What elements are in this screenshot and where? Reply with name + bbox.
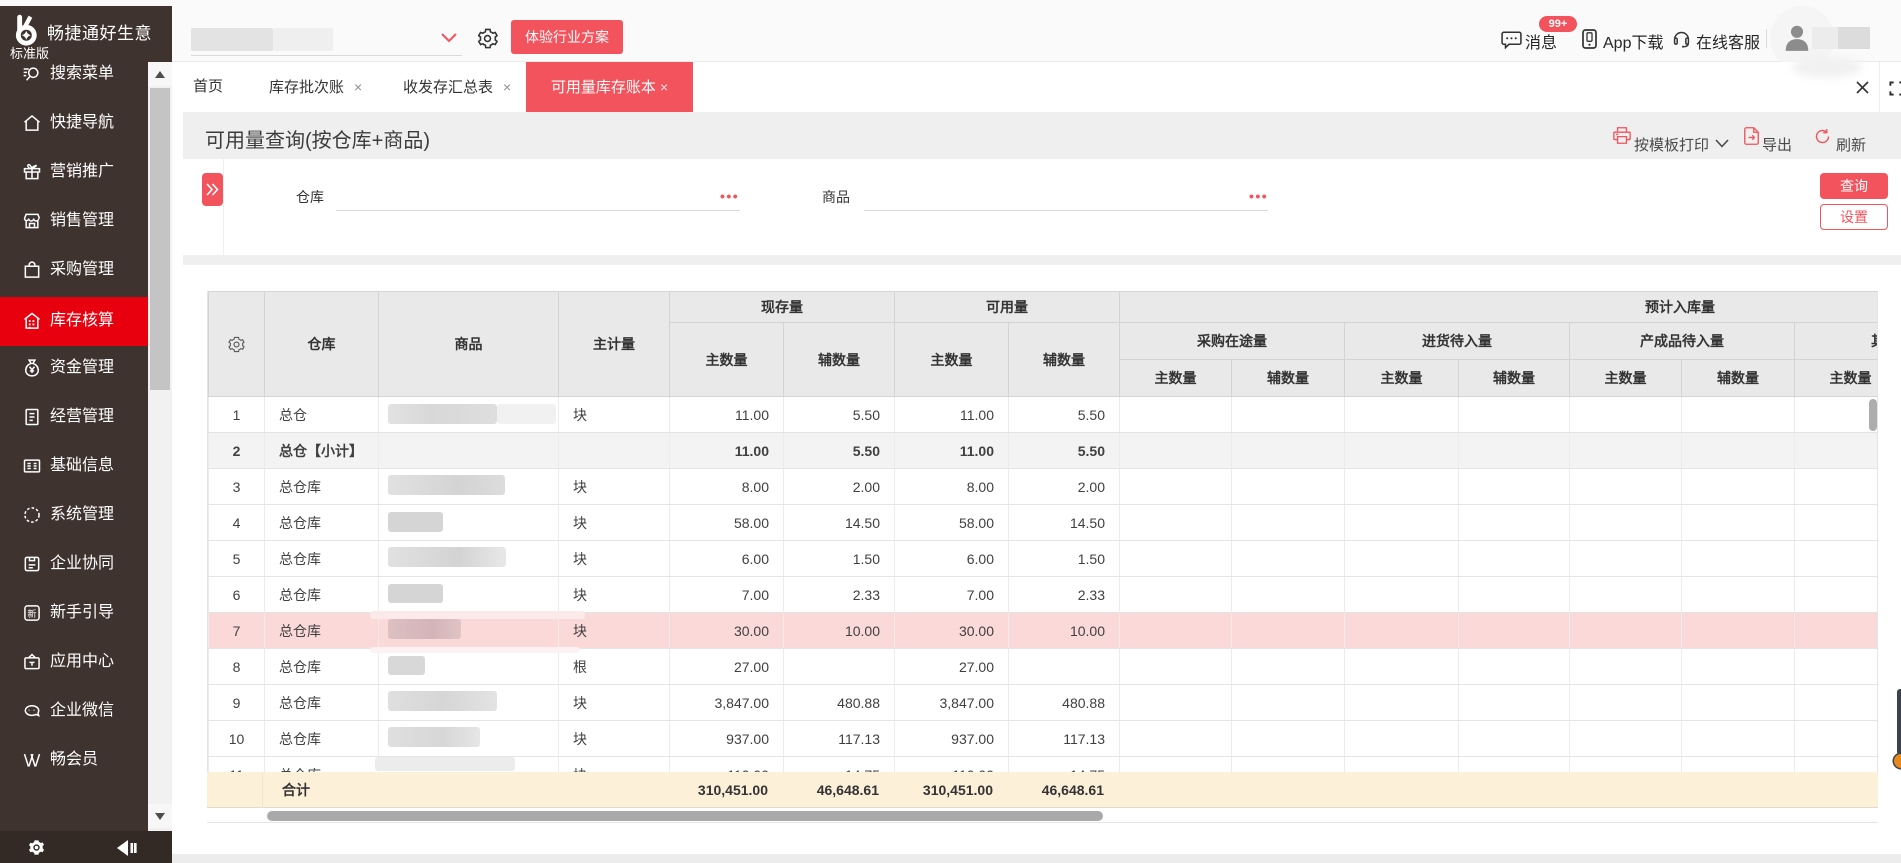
svg-text:新: 新 (27, 608, 36, 619)
